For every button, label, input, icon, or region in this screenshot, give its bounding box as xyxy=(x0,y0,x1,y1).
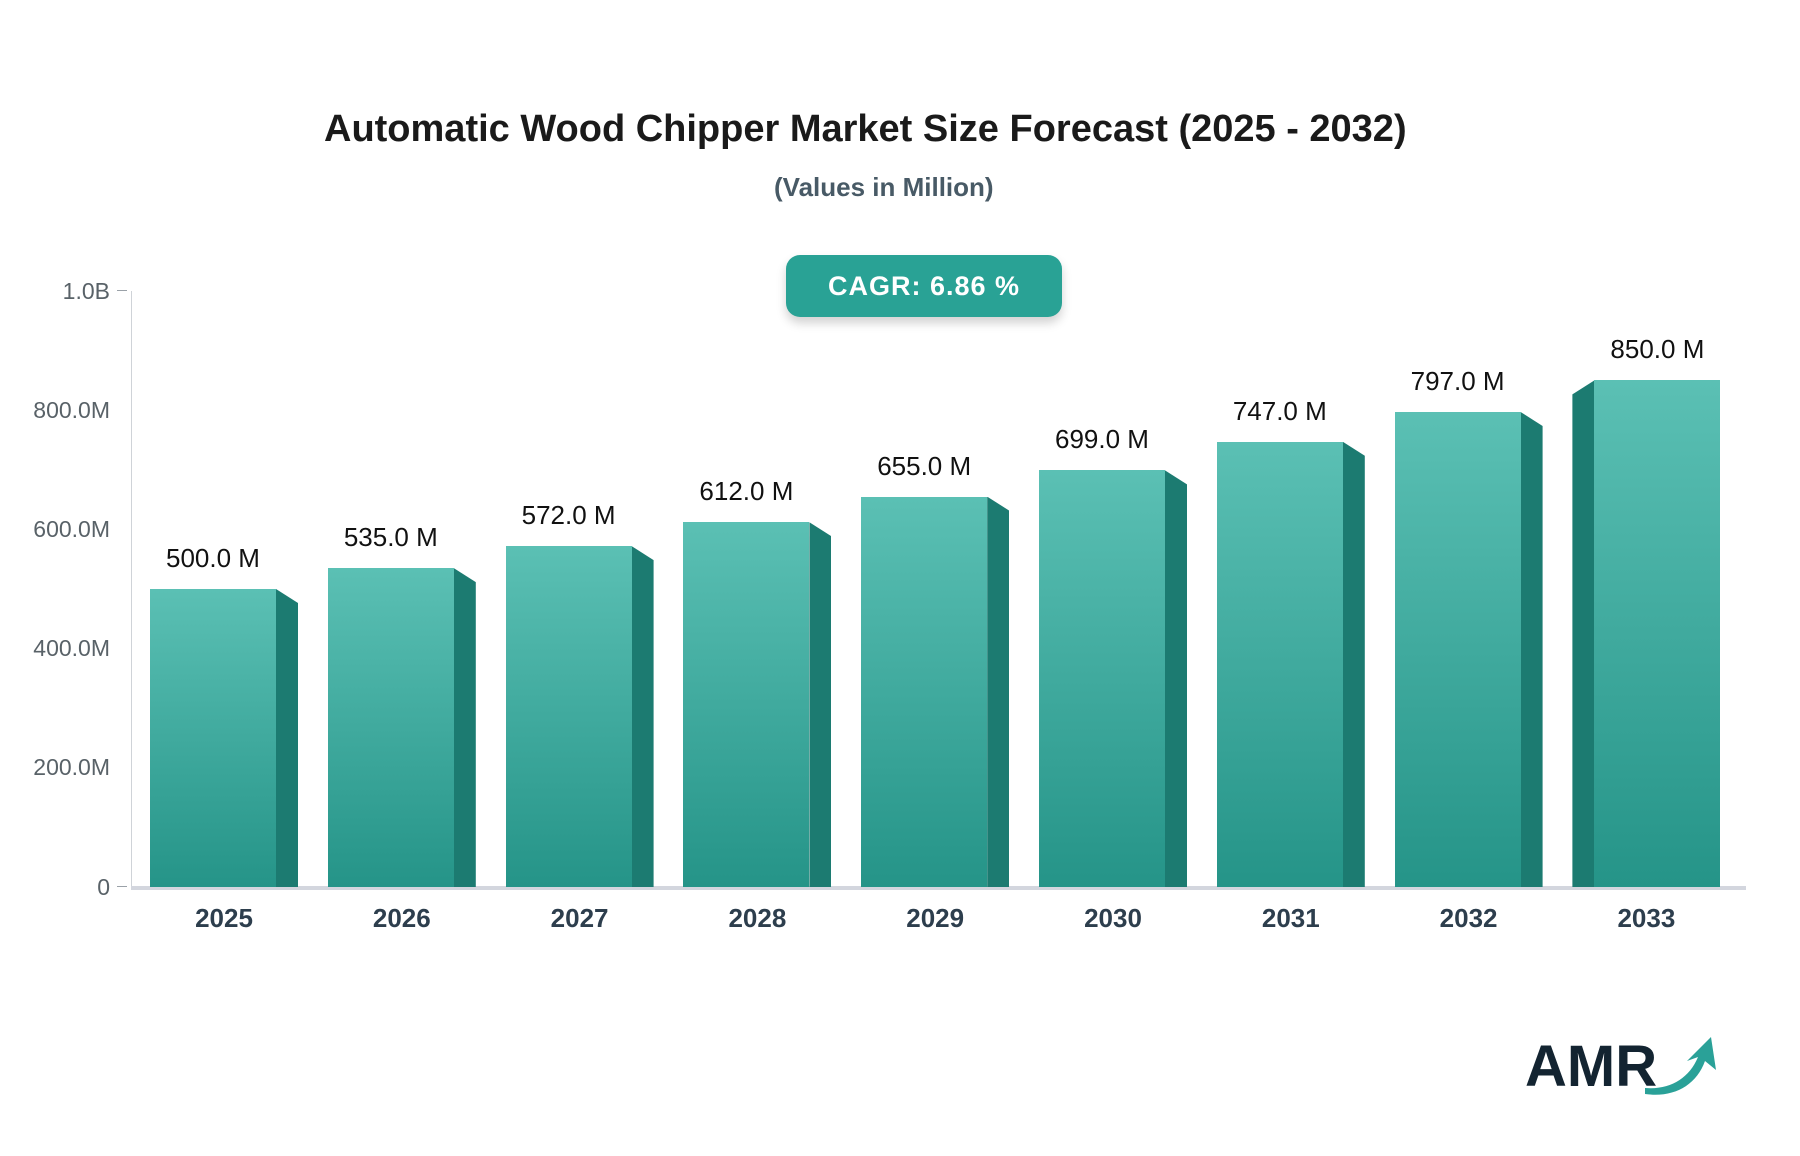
svg-text:AMR: AMR xyxy=(1525,1034,1657,1099)
